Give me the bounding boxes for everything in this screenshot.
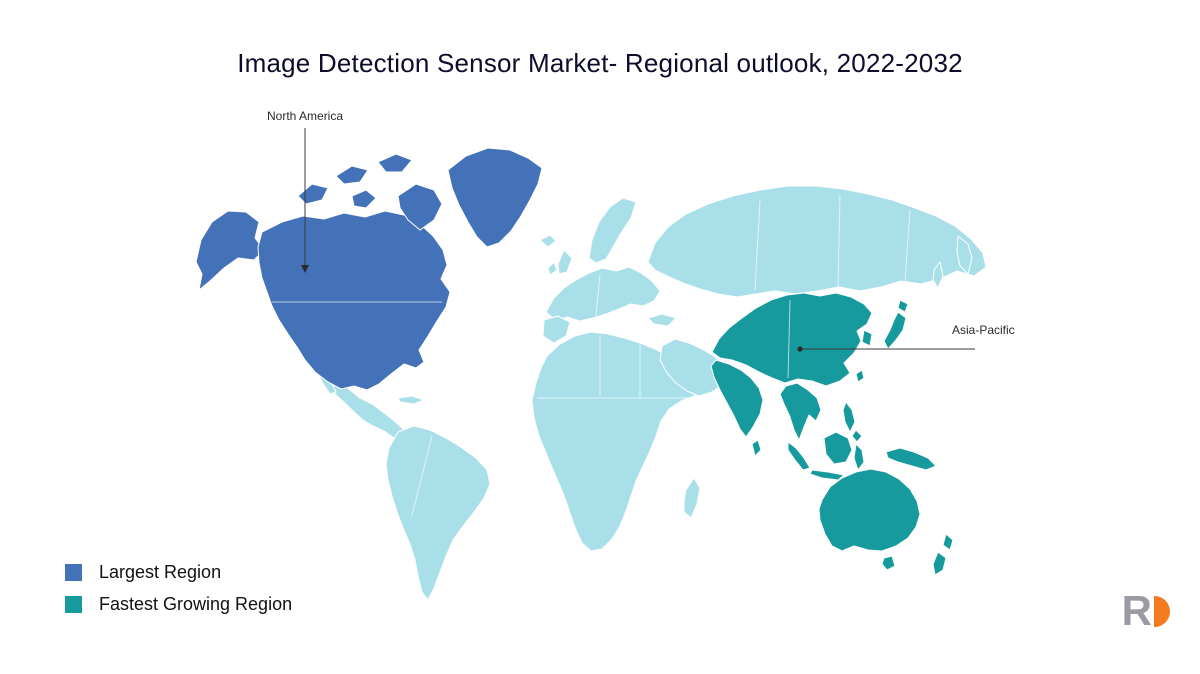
callout-arrow-na <box>301 265 309 273</box>
brand-logo-d-shape <box>1154 595 1170 627</box>
regions-other <box>311 185 987 601</box>
region-japan-north <box>897 299 909 313</box>
legend-item-largest-region: Largest Region <box>65 562 292 583</box>
region-cuba <box>397 395 425 405</box>
page-title: Image Detection Sensor Market- Regional … <box>237 48 963 78</box>
region-new-zealand-south <box>932 551 947 576</box>
region-indochina <box>779 382 822 441</box>
region-madagascar <box>683 477 701 519</box>
region-russia <box>647 185 987 298</box>
region-arctic-island-2 <box>335 165 369 185</box>
brand-logo: R <box>1122 590 1170 632</box>
region-sumatra <box>787 441 811 471</box>
region-philippines-2 <box>851 429 863 443</box>
region-iberia <box>542 315 571 344</box>
region-australia <box>818 468 921 552</box>
region-turkey <box>647 313 677 327</box>
region-java <box>809 469 845 481</box>
region-china <box>711 292 873 387</box>
annotation-north-america: North America <box>267 109 344 123</box>
regions-largest <box>195 147 543 391</box>
region-new-guinea <box>885 447 937 471</box>
region-greenland <box>447 147 543 248</box>
region-tasmania <box>881 555 896 571</box>
legend-item-fastest-growing-region: Fastest Growing Region <box>65 594 292 615</box>
annotation-asia-pacific: Asia-Pacific <box>952 323 1015 337</box>
callout-north-america <box>301 128 309 273</box>
region-kamchatka <box>956 235 973 275</box>
brand-logo-letter-r: R <box>1121 587 1152 634</box>
region-baffin-island <box>397 183 443 231</box>
region-sakhalin <box>932 261 944 289</box>
region-iceland <box>539 234 557 248</box>
region-korea <box>861 329 873 347</box>
region-sri-lanka <box>751 439 762 457</box>
region-europe <box>545 266 661 322</box>
region-scandinavia <box>588 197 637 264</box>
region-uk <box>557 249 573 275</box>
region-south-america <box>385 425 491 601</box>
region-alaska <box>195 210 265 291</box>
legend: Largest Region Fastest Growing Region <box>65 562 292 615</box>
legend-swatch-largest-region <box>65 564 82 581</box>
region-arctic-island-4 <box>351 189 377 209</box>
callout-dot-ap <box>797 346 803 352</box>
legend-label-fastest-growing-region: Fastest Growing Region <box>99 594 293 614</box>
regions-fastest <box>710 292 954 576</box>
region-india <box>710 359 764 438</box>
region-arctic-island-3 <box>377 153 413 173</box>
legend-swatch-fastest-growing-region <box>65 596 82 613</box>
legend-label-largest-region: Largest Region <box>99 562 222 582</box>
region-sulawesi <box>853 443 865 471</box>
region-taiwan <box>855 369 865 383</box>
region-japan <box>883 311 907 350</box>
region-africa <box>531 331 701 552</box>
region-new-zealand-north <box>942 533 954 551</box>
country-borders <box>272 194 911 516</box>
region-arctic-island-1 <box>297 183 329 205</box>
region-borneo <box>823 431 853 465</box>
region-ireland <box>547 261 558 276</box>
callout-asia-pacific <box>797 346 975 352</box>
region-canada-usa <box>257 210 451 391</box>
region-philippines-1 <box>842 401 856 433</box>
